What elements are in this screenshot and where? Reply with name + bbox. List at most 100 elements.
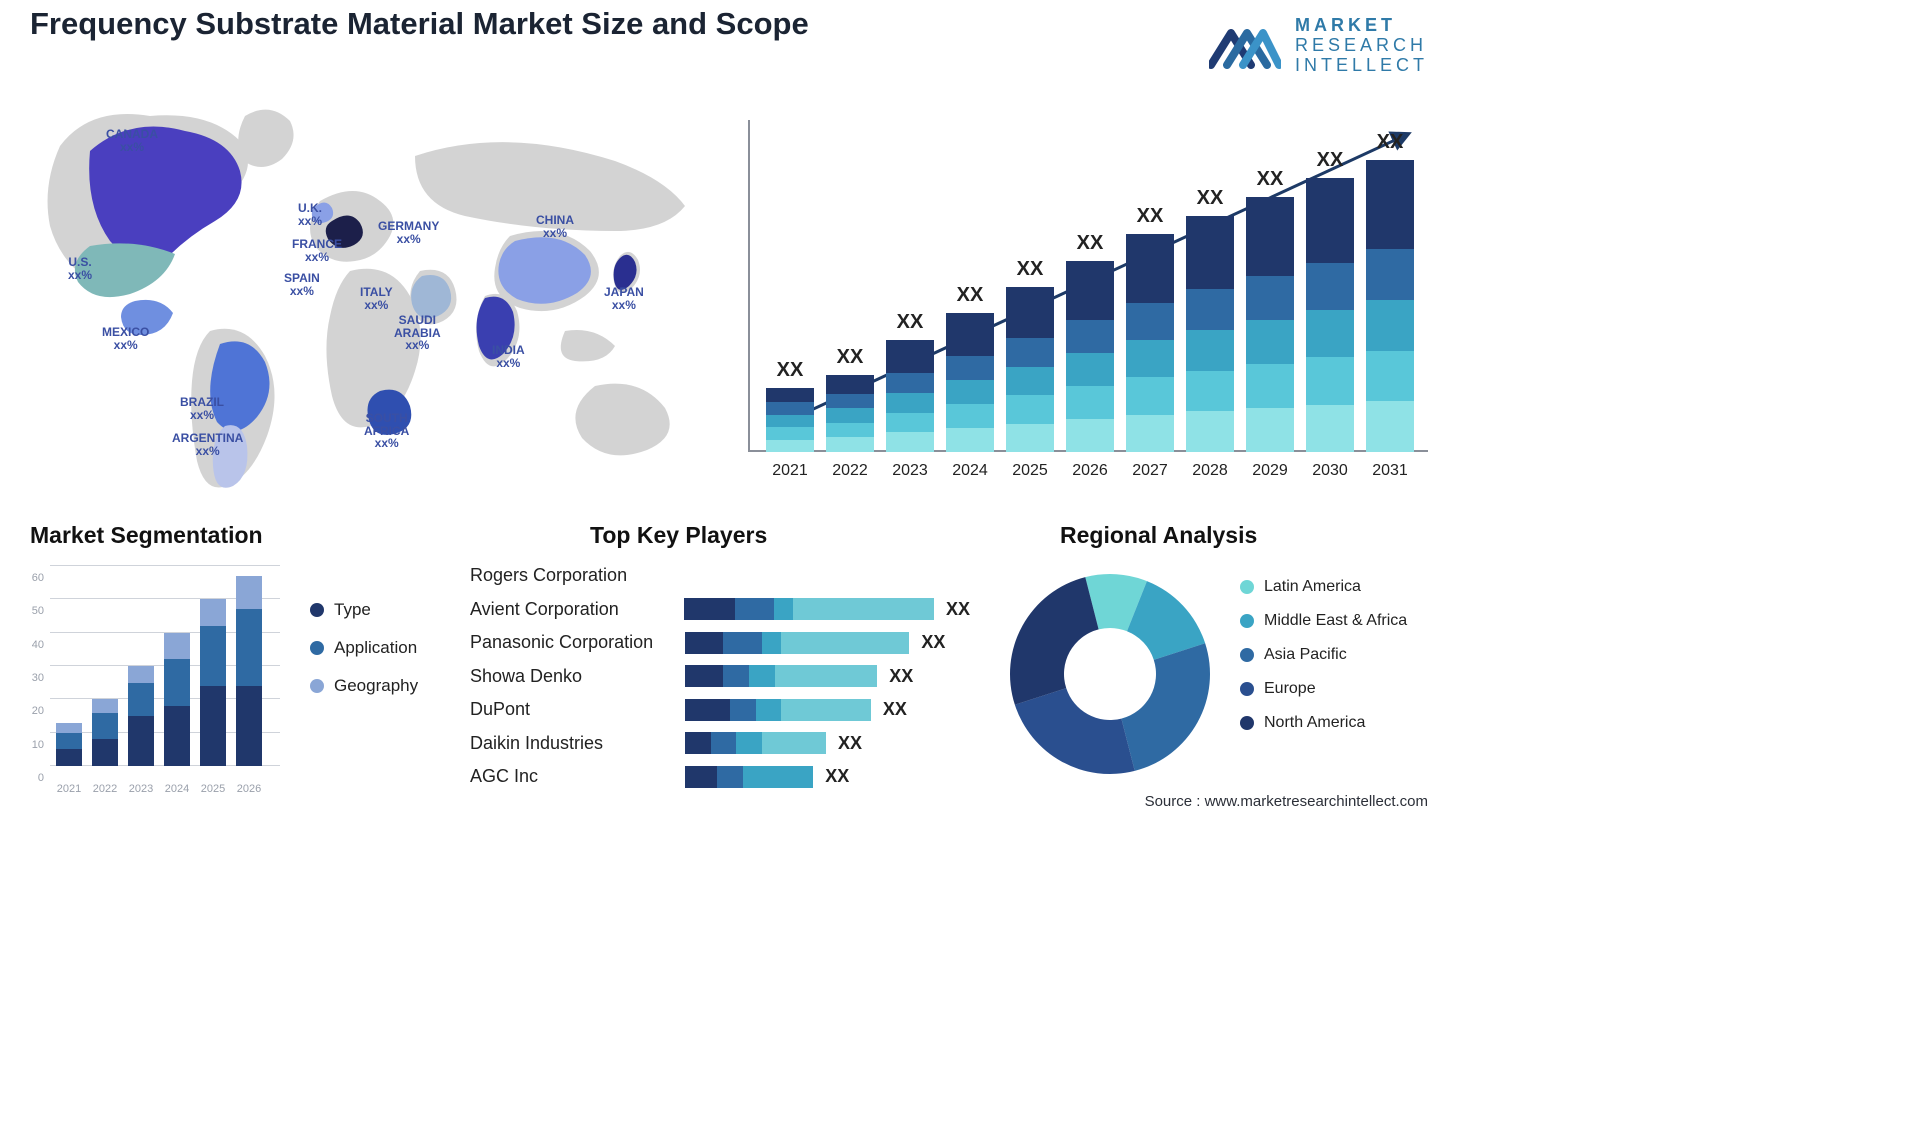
brand-logo: MARKET RESEARCH INTELLECT xyxy=(1209,16,1428,75)
page-title: Frequency Substrate Material Market Size… xyxy=(30,6,809,42)
bar-value-label: XX xyxy=(1377,131,1404,154)
segmentation-legend: Type Application Geography xyxy=(310,600,418,696)
regional-analysis-chart: Latin AmericaMiddle East & AfricaAsia Pa… xyxy=(1000,558,1430,798)
segmentation-bar xyxy=(128,666,154,766)
player-value: XX xyxy=(883,699,907,720)
market-size-chart: XXXXXXXXXXXXXXXXXXXXXX 20212022202320242… xyxy=(748,100,1428,480)
map-label: CANADAxx% xyxy=(106,128,158,153)
legend-label: Europe xyxy=(1264,680,1316,698)
player-name: Panasonic Corporation xyxy=(470,632,685,653)
player-name: Rogers Corporation xyxy=(470,565,685,586)
legend-item: Europe xyxy=(1240,680,1407,698)
market-size-bar xyxy=(826,375,874,452)
x-axis-tick: 2022 xyxy=(832,462,868,480)
brand-text: MARKET RESEARCH INTELLECT xyxy=(1295,16,1428,75)
legend-label: Asia Pacific xyxy=(1264,646,1347,664)
player-value: XX xyxy=(889,666,913,687)
player-value: XX xyxy=(825,766,849,787)
x-axis-tick: 2021 xyxy=(57,783,81,795)
x-axis-tick: 2023 xyxy=(892,462,928,480)
y-axis-tick: 30 xyxy=(32,672,44,684)
legend-swatch-icon xyxy=(310,679,324,693)
brand-line1: MARKET xyxy=(1295,16,1428,36)
map-label: SOUTH AFRICAxx% xyxy=(364,412,409,450)
legend-swatch-icon xyxy=(1240,716,1254,730)
map-label: U.S.xx% xyxy=(68,256,92,281)
brand-line3: INTELLECT xyxy=(1295,56,1428,76)
x-axis-tick: 2023 xyxy=(129,783,153,795)
segmentation-bar xyxy=(164,633,190,766)
player-bar xyxy=(685,732,826,754)
bar-value-label: XX xyxy=(1197,187,1224,210)
legend-label: Application xyxy=(334,638,417,658)
player-bar xyxy=(685,665,877,687)
segmentation-bar xyxy=(236,576,262,766)
bar-value-label: XX xyxy=(897,311,924,334)
player-value: XX xyxy=(946,599,970,620)
map-label: SAUDI ARABIAxx% xyxy=(394,314,441,352)
map-label: ITALYxx% xyxy=(360,286,393,311)
donut-slice xyxy=(1121,643,1210,771)
player-row: AGC Inc XX xyxy=(470,763,970,790)
world-map: CANADAxx%U.S.xx%MEXICOxx%BRAZILxx%ARGENT… xyxy=(20,96,720,496)
player-bar xyxy=(685,766,813,788)
segmentation-chart: 0102030405060 202120222023202420252026 T… xyxy=(20,560,450,795)
player-bar xyxy=(685,632,909,654)
map-label: BRAZILxx% xyxy=(180,396,224,421)
map-label: U.K.xx% xyxy=(298,202,322,227)
legend-label: Type xyxy=(334,600,371,620)
player-row: Rogers Corporation xyxy=(470,562,970,589)
segmentation-bar xyxy=(200,599,226,766)
x-axis-tick: 2025 xyxy=(201,783,225,795)
x-axis-tick: 2026 xyxy=(237,783,261,795)
x-axis-tick: 2024 xyxy=(165,783,189,795)
player-row: Showa Denko XX xyxy=(470,663,970,690)
player-row: Avient CorporationXX xyxy=(470,596,970,623)
x-axis-tick: 2028 xyxy=(1192,462,1228,480)
source-attribution: Source : www.marketresearchintellect.com xyxy=(1145,793,1428,810)
market-size-bar xyxy=(1066,261,1114,452)
market-size-bar xyxy=(1246,197,1294,452)
legend-swatch-icon xyxy=(310,603,324,617)
legend-swatch-icon xyxy=(310,641,324,655)
player-value: XX xyxy=(838,733,862,754)
market-size-bar xyxy=(886,340,934,452)
donut-slice xyxy=(1010,577,1099,705)
legend-swatch-icon xyxy=(1240,614,1254,628)
player-name: Daikin Industries xyxy=(470,733,685,754)
map-label: FRANCExx% xyxy=(292,238,342,263)
player-row: DuPontXX xyxy=(470,696,970,723)
legend-item: Asia Pacific xyxy=(1240,646,1407,664)
y-axis-tick: 60 xyxy=(32,572,44,584)
market-size-bar xyxy=(766,388,814,452)
regional-title: Regional Analysis xyxy=(1060,522,1257,549)
bar-value-label: XX xyxy=(1017,258,1044,281)
map-label: GERMANYxx% xyxy=(378,220,439,245)
legend-swatch-icon xyxy=(1240,682,1254,696)
players-title: Top Key Players xyxy=(590,522,767,549)
map-label: MEXICOxx% xyxy=(102,326,149,351)
brand-mark-icon xyxy=(1209,19,1281,73)
market-size-bar xyxy=(1186,216,1234,452)
player-value: XX xyxy=(921,632,945,653)
market-size-bar xyxy=(1366,160,1414,452)
regional-donut xyxy=(1000,564,1220,784)
x-axis-tick: 2031 xyxy=(1372,462,1408,480)
y-axis-tick: 10 xyxy=(32,739,44,751)
segmentation-title: Market Segmentation xyxy=(30,522,263,549)
x-axis-tick: 2027 xyxy=(1132,462,1168,480)
legend-label: Geography xyxy=(334,676,418,696)
x-axis-tick: 2030 xyxy=(1312,462,1348,480)
bar-value-label: XX xyxy=(1077,232,1104,255)
legend-item: Type xyxy=(310,600,418,620)
segmentation-bar xyxy=(92,699,118,766)
map-label: INDIAxx% xyxy=(492,344,525,369)
player-name: Showa Denko xyxy=(470,666,685,687)
x-axis-tick: 2026 xyxy=(1072,462,1108,480)
x-axis-tick: 2021 xyxy=(772,462,808,480)
player-row: Daikin Industries XX xyxy=(470,730,970,757)
player-name: AGC Inc xyxy=(470,766,685,787)
map-label: SPAINxx% xyxy=(284,272,320,297)
bar-value-label: XX xyxy=(777,359,804,382)
bar-value-label: XX xyxy=(1137,205,1164,228)
